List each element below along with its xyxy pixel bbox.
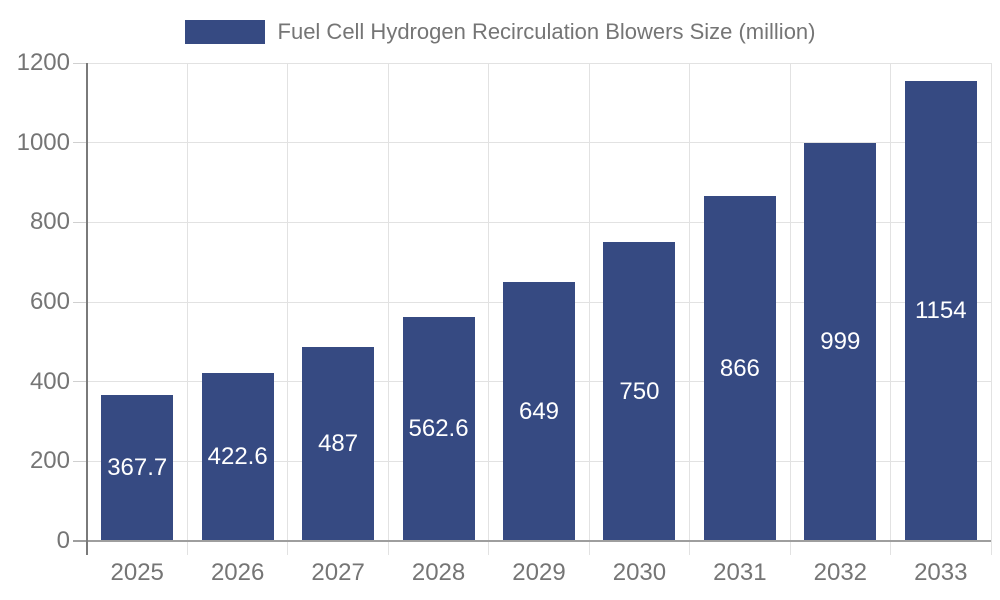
bar-value-label: 866 xyxy=(719,354,760,382)
x-tick-label: 2030 xyxy=(612,559,667,586)
y-tick-label: 1000 xyxy=(16,128,70,156)
x-tick-label: 2025 xyxy=(110,559,164,586)
x-gridline xyxy=(990,63,992,555)
x-gridline xyxy=(287,63,289,555)
legend-swatch[interactable] xyxy=(184,20,265,44)
x-gridline xyxy=(186,63,188,555)
bar-2026[interactable]: 422.6 xyxy=(201,372,274,541)
x-gridline xyxy=(387,63,389,555)
y-tick xyxy=(73,221,87,223)
x-gridline xyxy=(789,63,791,555)
y-gridline xyxy=(87,221,991,223)
x-tick-label: 2031 xyxy=(713,559,767,586)
y-axis-line xyxy=(86,63,88,555)
bar-2025[interactable]: 367.7 xyxy=(101,394,174,541)
x-gridline xyxy=(890,63,892,555)
y-tick-label: 1200 xyxy=(16,49,70,76)
x-tick-label: 2032 xyxy=(813,559,868,586)
bar-2032[interactable]: 999 xyxy=(804,143,877,541)
bar-2028[interactable]: 562.6 xyxy=(402,316,475,541)
x-tick-label: 2028 xyxy=(411,559,466,586)
x-axis-line xyxy=(73,540,991,542)
x-gridline xyxy=(588,63,590,555)
x-tick-label: 2026 xyxy=(210,559,265,586)
bar-2029[interactable]: 649 xyxy=(503,282,575,541)
bar-2033[interactable]: 1154 xyxy=(904,81,977,541)
y-tick xyxy=(73,381,87,383)
bar-value-label: 649 xyxy=(518,397,560,425)
y-tick-label: 0 xyxy=(56,527,70,554)
y-tick xyxy=(73,301,87,303)
legend: Fuel Cell Hydrogen Recirculation Blowers… xyxy=(0,19,1000,45)
x-tick-label: 2029 xyxy=(512,559,566,586)
bar-value-label: 562.6 xyxy=(408,414,469,442)
y-tick-label: 400 xyxy=(29,367,70,395)
bar-2027[interactable]: 487 xyxy=(302,347,375,541)
x-tick-label: 2027 xyxy=(311,559,365,586)
y-tick-label: 200 xyxy=(29,447,70,475)
bar-value-label: 999 xyxy=(820,328,861,356)
x-tick-label: 2033 xyxy=(914,559,968,586)
x-gridline xyxy=(689,63,691,555)
legend-label[interactable]: Fuel Cell Hydrogen Recirculation Blowers… xyxy=(277,19,816,44)
bar-value-label: 487 xyxy=(318,429,359,457)
y-tick xyxy=(73,460,87,462)
y-tick xyxy=(73,142,87,144)
bar-value-label: 750 xyxy=(619,377,660,405)
bar-value-label: 422.6 xyxy=(207,442,268,470)
y-gridline xyxy=(87,62,991,64)
bar-2030[interactable]: 750 xyxy=(603,242,676,541)
y-tick xyxy=(73,62,87,64)
y-tick-label: 800 xyxy=(29,208,70,236)
bar-value-label: 1154 xyxy=(914,297,967,325)
y-tick-label: 600 xyxy=(29,288,70,315)
bar-value-label: 367.7 xyxy=(107,453,168,481)
bar-2031[interactable]: 866 xyxy=(703,196,776,541)
x-gridline xyxy=(488,63,490,555)
y-gridline xyxy=(87,142,991,144)
